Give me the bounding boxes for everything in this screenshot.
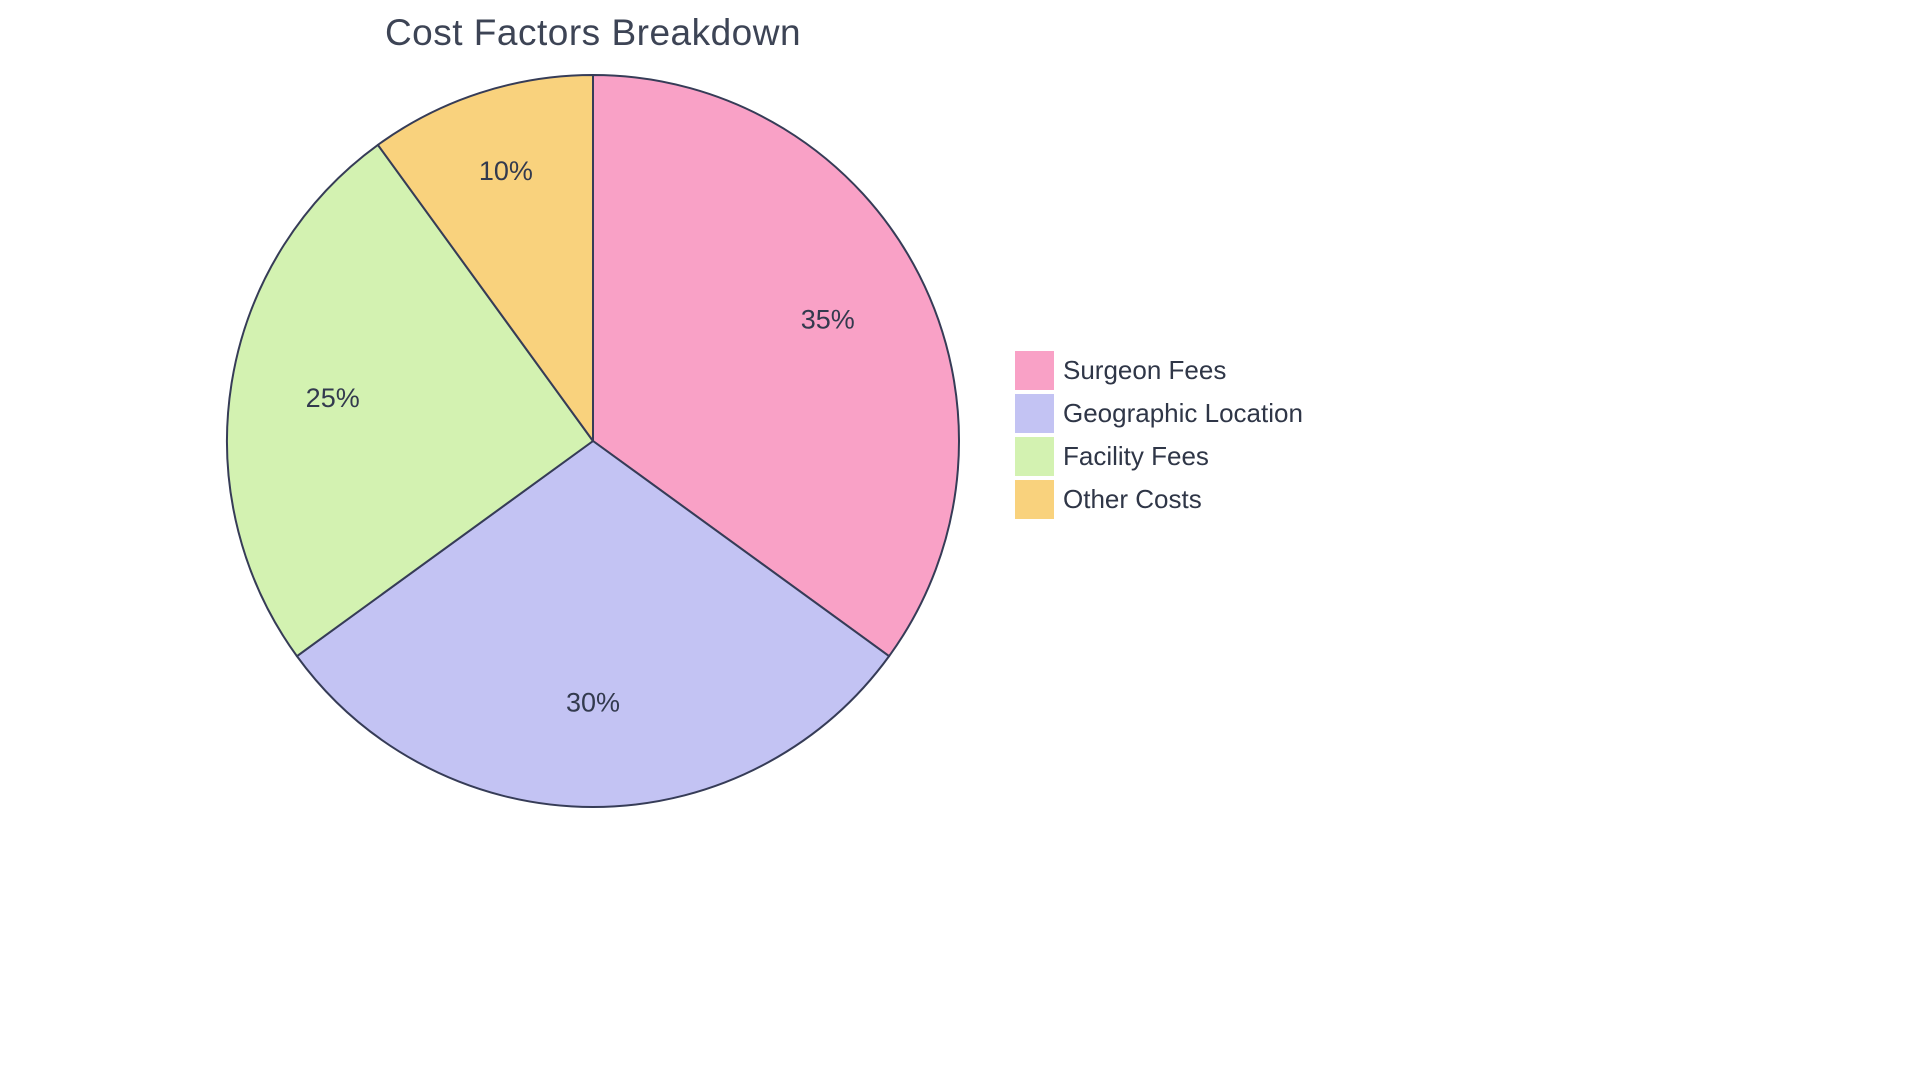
legend-item-2[interactable]: Facility Fees bbox=[1015, 437, 1303, 476]
slice-percent-label-3: 10% bbox=[479, 156, 533, 186]
chart-title: Cost Factors Breakdown bbox=[384, 12, 802, 53]
legend-label: Facility Fees bbox=[1063, 441, 1209, 471]
pie-slice-2 bbox=[226, 143, 594, 658]
legend: Surgeon Fees Geographic Location Facility … bbox=[1015, 351, 1303, 519]
slice-percent-label-2: 25% bbox=[306, 383, 360, 413]
slice-percent-label-0: 35% bbox=[801, 305, 855, 335]
legend-swatch bbox=[1015, 437, 1054, 476]
legend-label: Surgeon Fees bbox=[1063, 355, 1227, 385]
legend-label: Geographic Location bbox=[1063, 398, 1303, 428]
legend-label: Other Costs bbox=[1063, 484, 1202, 514]
legend-item-3[interactable]: Other Costs bbox=[1015, 480, 1303, 519]
slice-percent-label-1: 30% bbox=[566, 688, 620, 718]
legend-swatch bbox=[1015, 394, 1054, 433]
legend-swatch bbox=[1015, 351, 1054, 390]
legend-item-1[interactable]: Geographic Location bbox=[1015, 394, 1303, 433]
pie-slice-0 bbox=[592, 74, 960, 658]
pie-slice-1 bbox=[295, 440, 891, 809]
legend-item-0[interactable]: Surgeon Fees bbox=[1015, 351, 1303, 390]
legend-swatch bbox=[1015, 480, 1054, 519]
pie-slice-3 bbox=[376, 74, 594, 442]
